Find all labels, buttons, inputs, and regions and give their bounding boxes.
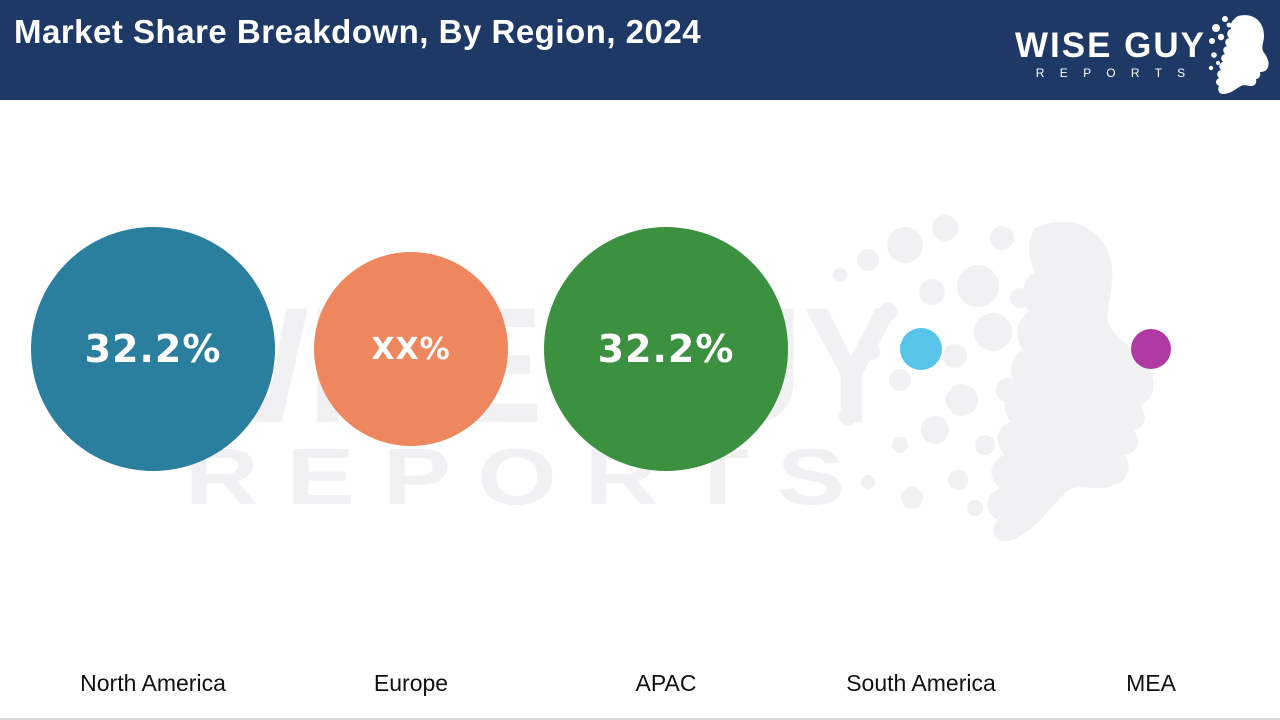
- bubble-value-north-america: 32.2%: [84, 327, 222, 371]
- bubble-value-apac: 32.2%: [597, 327, 735, 371]
- bubble-value-europe: XX%: [371, 331, 451, 367]
- bubble-south-america: [900, 328, 942, 370]
- bubble-chart: WISE GUY R E P O R T S 32.2% North Americ…: [0, 100, 1280, 718]
- bubble-apac: 32.2%: [544, 227, 788, 471]
- bubble-north-america: 32.2%: [31, 227, 275, 471]
- category-label-apac: APAC: [635, 670, 697, 696]
- wiseguy-head-icon: [1208, 15, 1269, 94]
- wiseguy-logo: WISE GUY R E P O R T S: [1015, 14, 1270, 94]
- category-label-europe: Europe: [373, 670, 449, 696]
- watermark-subtitle: R E P O R T S: [185, 432, 845, 521]
- watermark-wordmark: WISE GUY: [170, 273, 900, 457]
- bubble-mea: [1131, 329, 1171, 369]
- header-bar: Market Share Breakdown, By Region, 2024 …: [0, 0, 1280, 100]
- category-label-south-america: South America: [846, 670, 996, 696]
- page-title: Market Share Breakdown, By Region, 2024: [14, 13, 702, 50]
- watermark-head-silhouette: [833, 215, 1154, 542]
- logo-wordmark: WISE GUY: [1014, 26, 1206, 65]
- category-label-mea: MEA: [1126, 670, 1176, 696]
- logo-subtitle: R E P O R T S: [1035, 66, 1192, 80]
- wiseguy-logo-text: WISE GUY R E P O R T S: [1015, 28, 1206, 80]
- bubble-europe: XX%: [314, 252, 508, 446]
- category-label-north-america: North America: [80, 670, 226, 696]
